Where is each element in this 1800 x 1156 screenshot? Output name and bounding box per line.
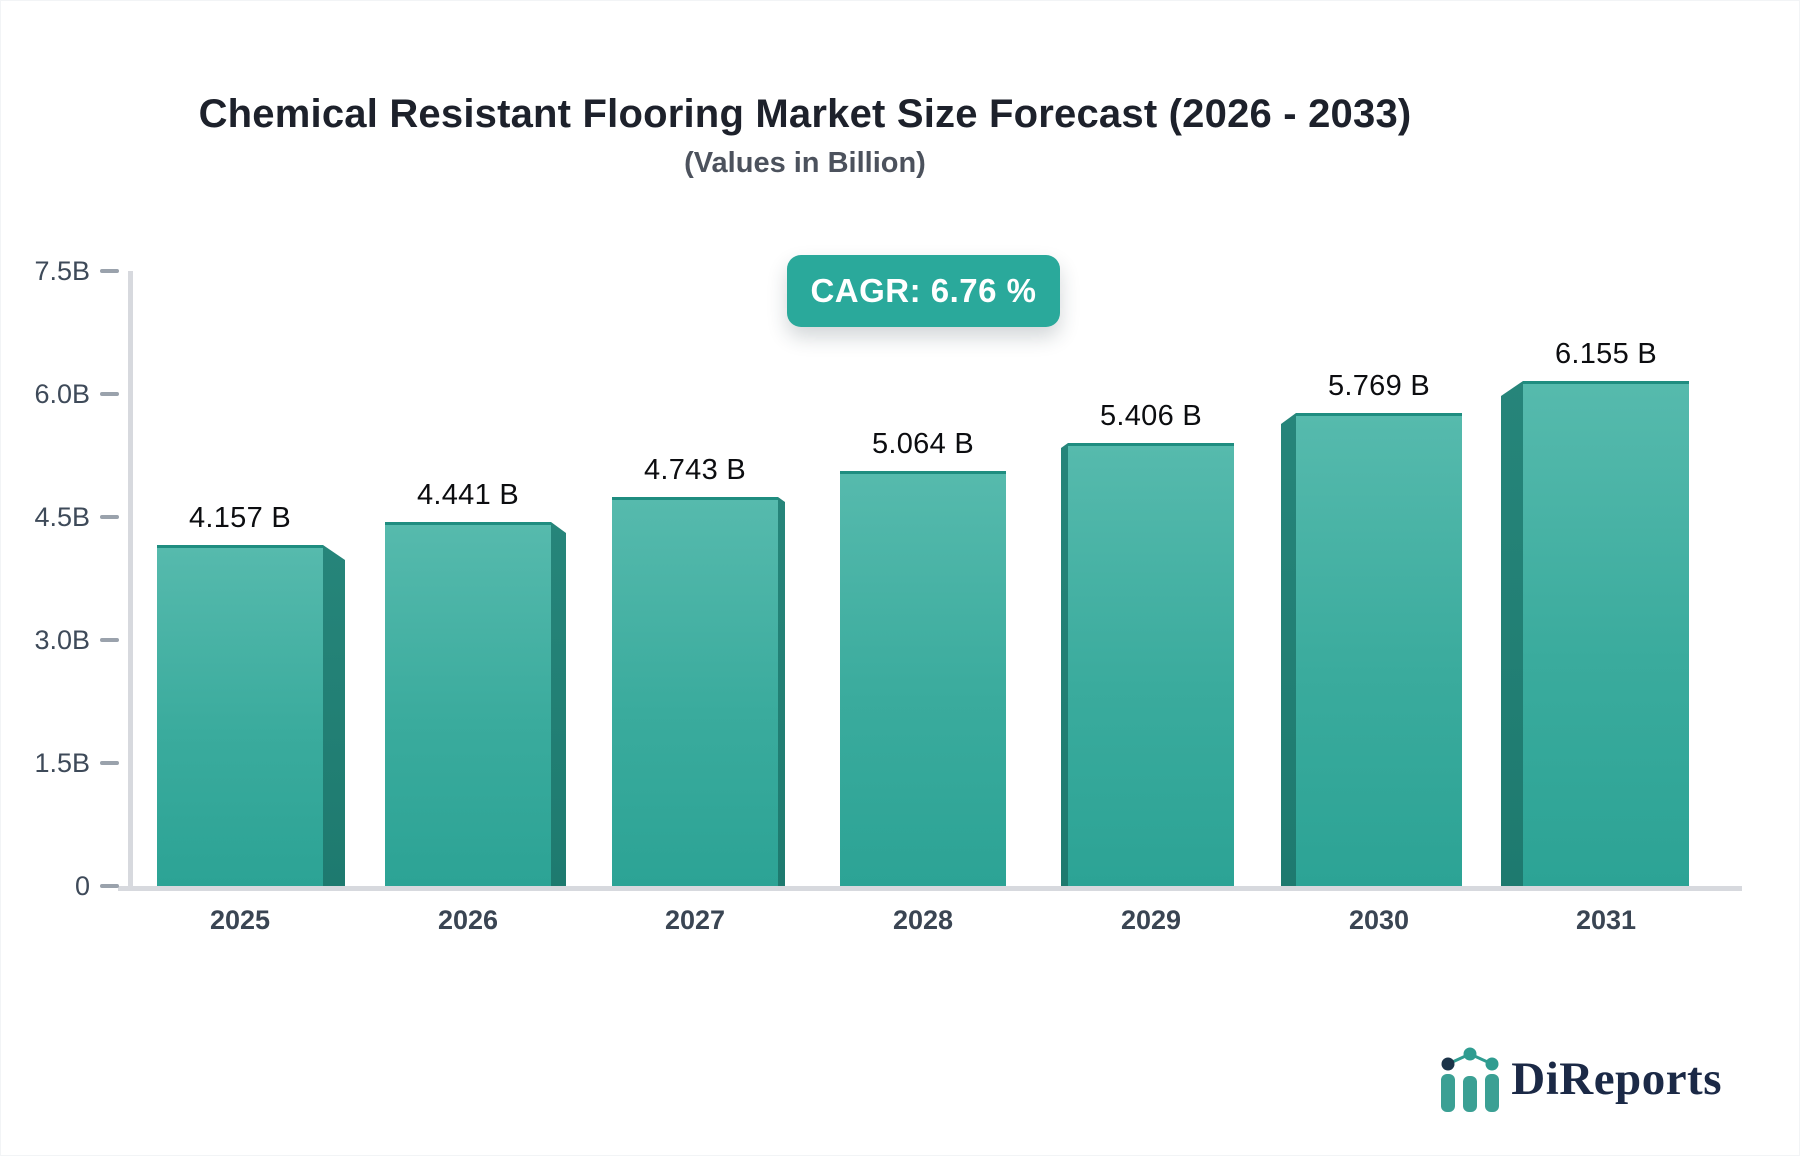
y-tick-label: 0	[74, 871, 90, 901]
bar-chart-logo-icon	[1441, 1047, 1500, 1112]
y-axis-line	[128, 271, 133, 891]
x-tick-label: 2030	[1348, 905, 1410, 935]
y-tick-label: 7.5B	[34, 256, 90, 286]
x-tick-label: 2027	[664, 905, 726, 935]
bar-side-face	[1061, 443, 1068, 886]
bar-value-label: 4.743 B	[643, 454, 747, 486]
direports-logo: DiReports	[1439, 1046, 1722, 1112]
y-tick-mark	[100, 515, 119, 519]
y-tick-label: 3.0B	[34, 625, 90, 655]
bar-2025	[157, 545, 323, 886]
bar-side-face	[551, 522, 566, 886]
chart-subtitle: (Values in Billion)	[684, 147, 926, 179]
y-tick-mark	[100, 761, 119, 765]
y-tick-mark	[100, 638, 119, 642]
y-tick-label: 4.5B	[34, 502, 90, 532]
y-tick-mark	[100, 392, 119, 396]
logo-text: DiReports	[1511, 1053, 1722, 1105]
bar-value-label: 5.769 B	[1327, 370, 1431, 402]
y-tick-label: 1.5B	[34, 748, 90, 778]
y-tick-label: 6.0B	[34, 379, 90, 409]
bar-2031	[1523, 381, 1689, 886]
bar-2026	[385, 522, 551, 886]
x-tick-label: 2026	[437, 905, 499, 935]
cagr-badge: CAGR: 6.76 %	[787, 255, 1060, 327]
bar-2030	[1296, 413, 1462, 886]
bar-value-label: 4.157 B	[188, 502, 292, 534]
bar-2028	[840, 471, 1006, 886]
bar-side-face	[1281, 413, 1296, 886]
cagr-badge-label: CAGR: 6.76 %	[810, 272, 1037, 309]
bar-2027	[612, 497, 778, 886]
bar-value-label: 6.155 B	[1554, 338, 1658, 370]
bar-side-face	[323, 545, 345, 886]
y-tick-mark	[100, 884, 119, 888]
x-tick-label: 2029	[1120, 905, 1182, 935]
x-axis-line	[118, 886, 1742, 891]
bar-side-face	[1501, 381, 1523, 886]
bar-side-face	[778, 497, 785, 886]
bar-value-label: 4.441 B	[416, 479, 520, 511]
bar-2029	[1068, 443, 1234, 886]
bar-value-label: 5.406 B	[1099, 400, 1203, 432]
chart-title: Chemical Resistant Flooring Market Size …	[198, 92, 1412, 136]
y-tick-mark	[100, 269, 119, 273]
bar-value-label: 5.064 B	[871, 428, 975, 460]
x-tick-label: 2025	[209, 905, 271, 935]
x-tick-label: 2031	[1575, 905, 1637, 935]
x-tick-label: 2028	[892, 905, 954, 935]
